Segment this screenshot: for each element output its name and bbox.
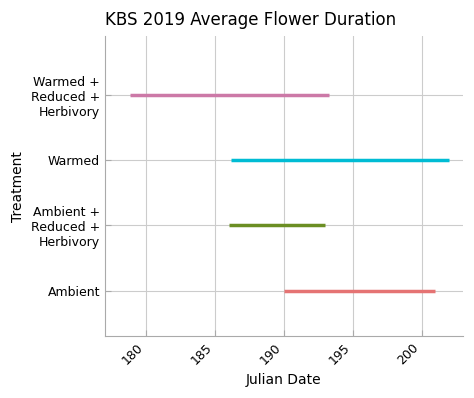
Y-axis label: Treatment: Treatment — [11, 151, 25, 222]
Text: KBS 2019 Average Flower Duration: KBS 2019 Average Flower Duration — [105, 11, 396, 29]
X-axis label: Julian Date: Julian Date — [246, 373, 322, 387]
